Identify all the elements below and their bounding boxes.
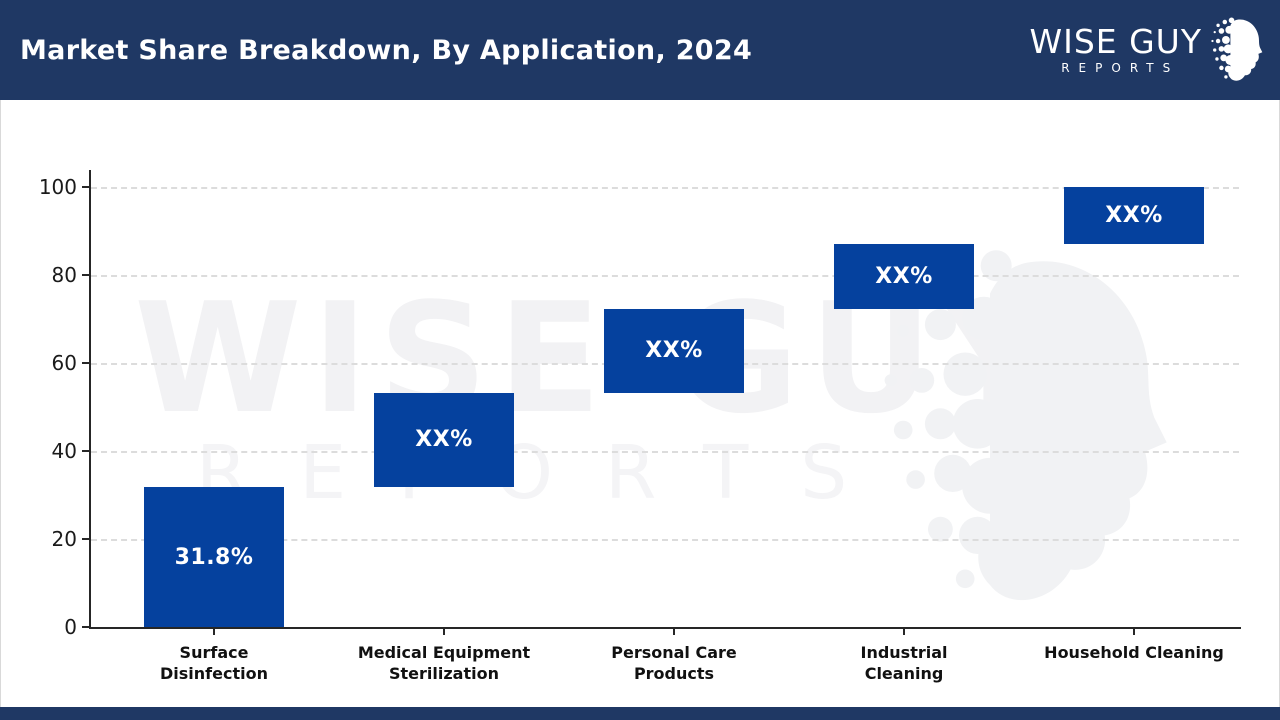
gridline-100	[91, 187, 1239, 189]
bar-value-label: XX%	[1105, 203, 1163, 229]
watermark-subtitle: REPORTS	[196, 430, 900, 516]
gridline-40	[91, 451, 1239, 453]
category-label: Medical Equipment Sterilization	[357, 643, 531, 683]
header-bar: Market Share Breakdown, By Application, …	[0, 0, 1280, 100]
bar-value-label: XX%	[875, 264, 933, 290]
bar-segment: 31.8%	[144, 487, 284, 627]
logo-wordmark: WISE GUY	[1029, 21, 1202, 61]
x-tick-mark	[673, 627, 675, 635]
category-label: Industrial Cleaning	[860, 643, 948, 683]
y-tick-label: 100	[38, 175, 77, 199]
y-tick-mark	[82, 626, 90, 628]
y-tick-mark	[82, 450, 90, 452]
footer-bar	[0, 707, 1280, 720]
y-tick-label: 0	[64, 615, 77, 639]
bar-segment: XX%	[604, 308, 744, 393]
y-tick-mark	[82, 186, 90, 188]
wiseguy-logo: WISE GUY REPORTS	[1029, 0, 1264, 100]
gridline-80	[91, 275, 1239, 277]
y-tick-label: 40	[51, 439, 77, 463]
wiseguy-face-icon	[1211, 17, 1263, 81]
bar-segment: XX%	[834, 244, 974, 309]
logo-text: WISE GUY REPORTS	[1029, 21, 1202, 76]
bar-value-label: 31.8%	[174, 544, 254, 570]
category-label: Personal Care Products	[611, 643, 737, 683]
y-tick-label: 20	[51, 527, 77, 551]
x-tick-mark	[443, 627, 445, 635]
y-tick-mark	[82, 362, 90, 364]
gridline-20	[91, 539, 1239, 541]
x-tick-mark	[903, 627, 905, 635]
bar-segment: XX%	[374, 392, 514, 488]
category-label: Household Cleaning	[1044, 643, 1224, 662]
x-tick-mark	[213, 627, 215, 635]
plot-area: 0 20 40 60 80 100 31.8% Surface Disinfection XX%…	[39, 170, 1241, 683]
y-tick-label: 60	[51, 351, 77, 375]
category-label: Surface Disinfection	[160, 643, 268, 683]
chart-panel: WISE GUY REPORTS 0 20 40 60 80 100 31.8% Surfac…	[0, 100, 1280, 707]
x-tick-mark	[1133, 627, 1135, 635]
bar-value-label: XX%	[645, 338, 703, 364]
page-title: Market Share Breakdown, By Application, …	[20, 34, 753, 66]
bar-value-label: XX%	[415, 427, 473, 453]
y-tick-mark	[82, 274, 90, 276]
logo-subtitle: REPORTS	[1061, 61, 1180, 76]
y-tick-label: 80	[51, 263, 77, 287]
bar-segment: XX%	[1064, 187, 1204, 245]
y-tick-mark	[82, 538, 90, 540]
